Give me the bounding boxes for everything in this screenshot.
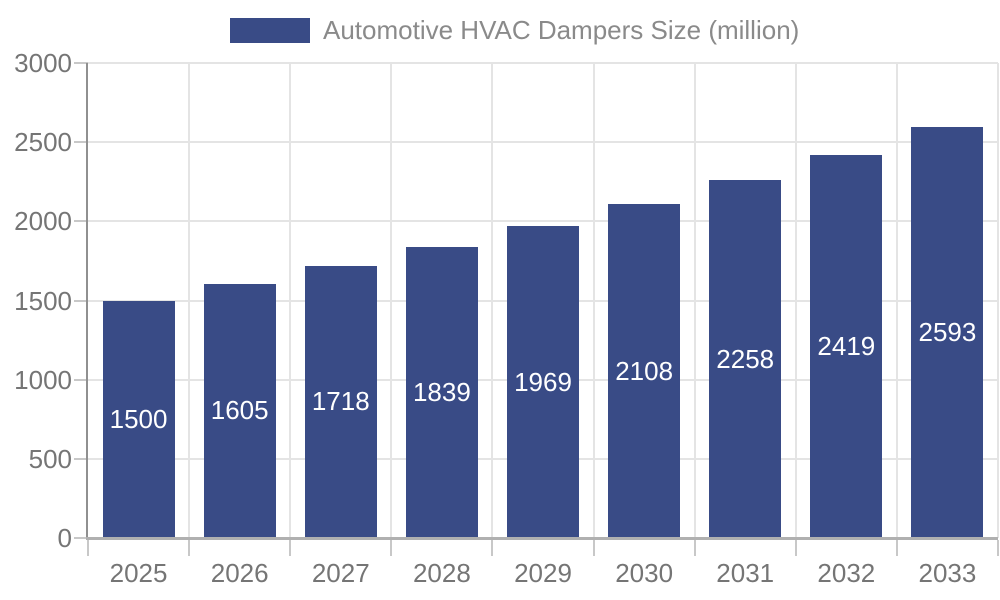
legend-item[interactable]: Automotive HVAC Dampers Size (million) [230, 14, 799, 47]
y-axis-tick-label: 0 [57, 523, 72, 553]
legend-label: Automotive HVAC Dampers Size (million) [323, 15, 800, 45]
y-axis-tick [74, 220, 88, 223]
x-axis-tick-label: 2031 [716, 558, 775, 588]
bar-2030[interactable]: 2108 [608, 204, 681, 538]
bar-value-label: 2108 [615, 355, 674, 386]
y-axis-tick [74, 62, 88, 64]
gridline-vertical [592, 63, 595, 538]
bar-value-label: 1969 [514, 366, 572, 397]
x-axis-tick [390, 540, 393, 556]
legend-swatch [230, 18, 310, 43]
x-axis-tick-label: 2030 [615, 558, 674, 588]
gridline-horizontal [88, 141, 998, 144]
x-axis-tick-label: 2027 [311, 558, 370, 588]
y-axis-tick [74, 457, 88, 460]
bar-value-label: 2258 [716, 343, 775, 374]
x-axis-tick [794, 540, 797, 556]
x-axis-tick [997, 540, 999, 556]
y-axis-tick [74, 537, 88, 539]
y-axis-tick-label: 1500 [14, 285, 72, 316]
gridline-vertical [390, 63, 393, 538]
y-axis-tick [74, 378, 88, 381]
bar-2032[interactable]: 2419 [810, 154, 883, 538]
bar-2025[interactable]: 1500 [102, 300, 175, 538]
x-axis-tick [592, 540, 595, 556]
bar-2027[interactable]: 1718 [304, 265, 377, 538]
gridline-vertical [693, 63, 696, 538]
bar-value-label: 1500 [109, 403, 168, 434]
bar-value-label: 2593 [918, 317, 977, 348]
x-axis-line [86, 537, 998, 540]
gridline-vertical [289, 63, 292, 538]
gridline-horizontal [88, 220, 998, 223]
x-axis-tick [188, 540, 191, 556]
x-axis-tick [289, 540, 292, 556]
y-axis-tick [74, 299, 88, 302]
x-axis-tick-label: 2033 [918, 558, 977, 588]
y-axis-tick-label: 2000 [14, 206, 72, 237]
bar-2028[interactable]: 1839 [405, 246, 478, 538]
x-axis-tick-label: 2025 [109, 558, 168, 588]
gridline-vertical [188, 63, 191, 538]
y-axis-tick-label: 1000 [14, 364, 72, 395]
x-axis-tick [693, 540, 696, 556]
x-axis-tick-label: 2026 [210, 558, 269, 588]
y-axis-tick [74, 141, 88, 144]
gridline-horizontal [88, 62, 998, 64]
bar-value-label: 1839 [412, 376, 471, 407]
x-axis-tick [491, 540, 494, 556]
y-axis-line [86, 63, 88, 540]
bar-2031[interactable]: 2258 [709, 180, 782, 538]
x-axis-tick-label: 2032 [817, 558, 876, 588]
bar-value-label: 2419 [817, 330, 876, 361]
gridline-vertical [491, 63, 494, 538]
gridline-vertical [895, 63, 898, 538]
x-axis-tick [895, 540, 898, 556]
bar-2033[interactable]: 2593 [911, 127, 984, 538]
bar-value-label: 1718 [311, 386, 370, 417]
x-axis-tick-label: 2029 [514, 558, 572, 588]
gridline-vertical [997, 63, 999, 538]
bar-2029[interactable]: 1969 [507, 226, 579, 538]
y-axis-tick-label: 2500 [14, 127, 72, 158]
y-axis-tick-label: 3000 [14, 48, 72, 78]
x-axis-tick [87, 540, 89, 556]
gridline-vertical [794, 63, 797, 538]
y-axis-tick-label: 500 [28, 443, 72, 474]
bar-value-label: 1605 [210, 395, 269, 426]
x-axis-tick-label: 2028 [412, 558, 471, 588]
bar-2026[interactable]: 1605 [203, 283, 276, 538]
